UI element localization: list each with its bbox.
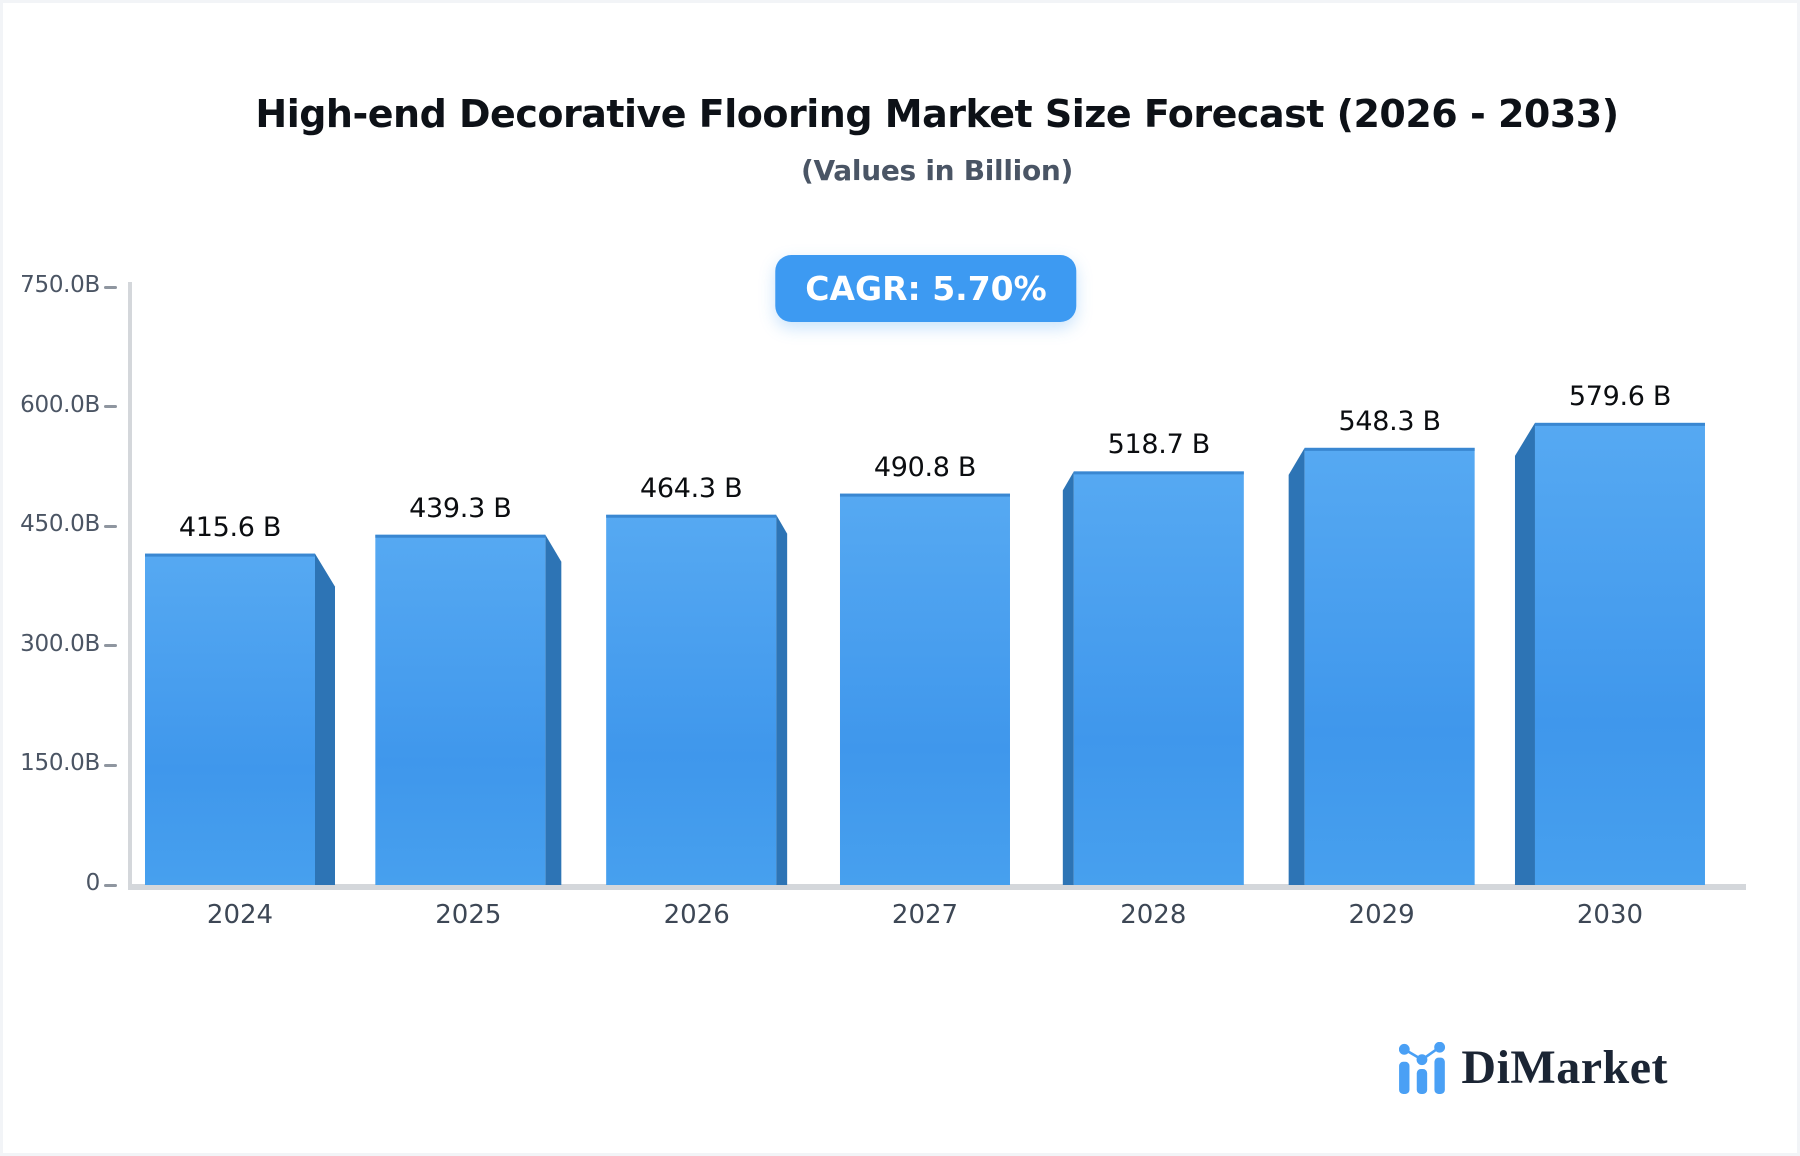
y-axis-label-450.0B: 450.0B — [20, 511, 100, 538]
bar-side-face — [1288, 447, 1305, 885]
bar-2030 — [1514, 422, 1705, 885]
bar-2024 — [145, 553, 335, 885]
bar-side-face — [1514, 422, 1535, 885]
bar-side-face — [1062, 471, 1074, 885]
bar-2025 — [375, 534, 562, 885]
x-axis-label-2024: 2024 — [206, 900, 274, 930]
bar-2029 — [1288, 447, 1475, 885]
bar-value-label: 439.3 B — [409, 492, 512, 524]
y-axis-label-600.0B: 600.0B — [20, 391, 100, 418]
y-axis-label-300.0B: 300.0B — [20, 630, 100, 657]
chart-title: High-end Decorative Flooring Market Size… — [255, 92, 1619, 136]
bar-side-face — [545, 534, 562, 885]
bar-front-face — [1304, 447, 1475, 885]
bar-2028 — [1062, 471, 1244, 885]
bar-line-chart-icon — [1399, 1041, 1446, 1094]
bar-2026 — [606, 514, 788, 885]
y-axis-label-150.0B: 150.0B — [20, 750, 100, 777]
bar-2027 — [839, 493, 1010, 885]
bar-value-label: 464.3 B — [640, 472, 743, 504]
x-axis-label-2025: 2025 — [435, 900, 502, 930]
x-axis-baseline — [128, 884, 1746, 890]
bar-value-label: 490.8 B — [873, 451, 977, 483]
bar-value-label: 579.6 B — [1568, 380, 1672, 412]
x-axis-label-2026: 2026 — [663, 900, 730, 930]
bar-front-face — [1073, 471, 1244, 885]
bar-front-face — [375, 534, 546, 885]
bar-value-label: 518.7 B — [1107, 429, 1211, 461]
x-axis-label-2028: 2028 — [1120, 900, 1187, 930]
bar-side-face — [315, 553, 335, 885]
chart-subtitle: (Values in Billion) — [800, 154, 1074, 187]
bar-side-face — [776, 514, 788, 885]
y-axis-tick — [104, 644, 117, 648]
y-axis-tick — [104, 883, 117, 887]
y-axis-tick — [104, 405, 117, 409]
bar-value-label: 548.3 B — [1338, 405, 1441, 437]
bar-value-label: 415.6 B — [178, 511, 282, 543]
cagr-badge: CAGR: 5.70% — [775, 255, 1077, 322]
x-axis-label-2027: 2027 — [891, 900, 959, 930]
bar-front-face — [839, 493, 1010, 885]
y-axis-line — [128, 282, 132, 886]
y-axis-tick — [104, 763, 117, 767]
bar-front-face — [606, 514, 777, 885]
logo-text: DiMarket — [1461, 1041, 1668, 1094]
chart-header: High-end Decorative Flooring Market Size… — [74, 92, 1800, 187]
y-axis-label-750.0B: 750.0B — [20, 272, 100, 298]
x-axis-label-2030: 2030 — [1576, 900, 1644, 930]
dimarket-logo: DiMarket — [1399, 1040, 1668, 1095]
bar-front-face — [1534, 422, 1705, 885]
y-axis-tick — [104, 524, 117, 528]
y-axis-tick — [104, 285, 117, 289]
y-axis-label-0: 0 — [85, 870, 101, 896]
bar-front-face — [145, 553, 315, 885]
x-axis-label-2029: 2029 — [1348, 900, 1415, 930]
